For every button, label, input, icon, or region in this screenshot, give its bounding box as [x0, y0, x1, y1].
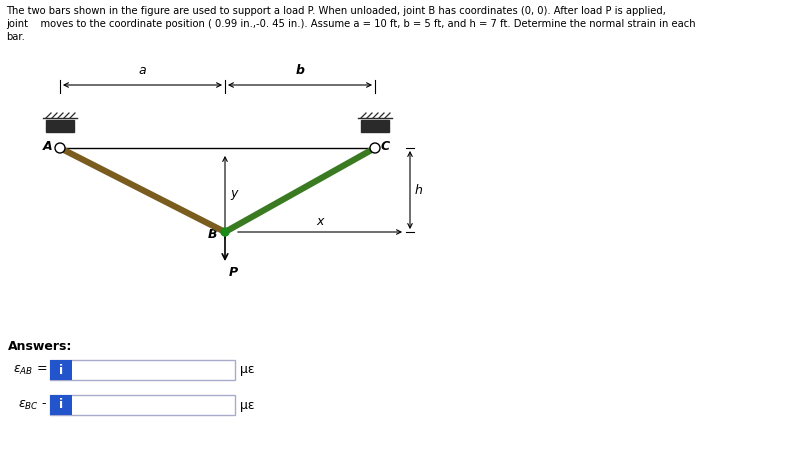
Text: y: y [230, 186, 238, 200]
Text: a: a [138, 64, 146, 77]
Circle shape [55, 143, 65, 153]
Text: $\varepsilon_{BC}$ -: $\varepsilon_{BC}$ - [18, 398, 47, 412]
Text: P: P [229, 266, 238, 279]
Bar [361, 120, 389, 132]
Text: The two bars shown in the figure are used to support a load P. When unloaded, jo: The two bars shown in the figure are use… [6, 6, 666, 16]
Text: h: h [415, 184, 423, 196]
Text: B: B [207, 228, 217, 241]
Bar [50, 360, 235, 380]
Text: Answers:: Answers: [8, 340, 72, 353]
Text: με: με [240, 364, 254, 376]
Bar [50, 360, 72, 380]
Circle shape [370, 143, 380, 153]
Text: με: με [240, 398, 254, 412]
Text: i: i [59, 398, 63, 412]
Bar [46, 120, 74, 132]
Text: $\varepsilon_{AB}$ =: $\varepsilon_{AB}$ = [13, 364, 47, 376]
Bar [50, 395, 72, 415]
Text: joint    moves to the coordinate position ( 0.99 in.,-0. 45 in.). Assume a = 10 : joint moves to the coordinate position (… [6, 19, 696, 29]
Bar [50, 395, 235, 415]
Text: b: b [295, 64, 305, 77]
Text: A: A [42, 140, 52, 152]
Text: C: C [381, 140, 390, 152]
Text: bar.: bar. [6, 32, 25, 42]
Text: i: i [59, 364, 63, 376]
Circle shape [221, 228, 229, 236]
Text: x: x [316, 215, 324, 228]
